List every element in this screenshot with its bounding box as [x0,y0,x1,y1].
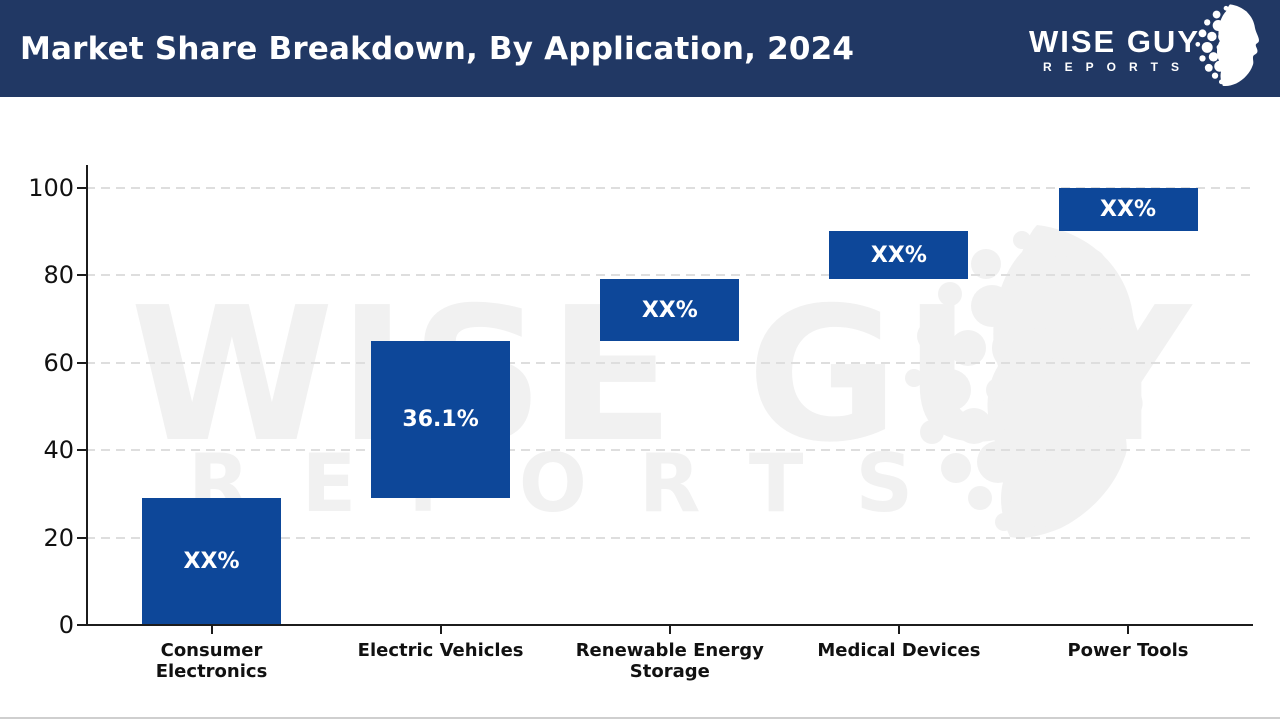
gridline [86,186,1253,189]
y-tick-label: 40 [43,436,74,464]
logo-wordmark-main: WISE GUY [1028,23,1200,59]
y-tick [77,186,86,189]
page-title: Market Share Breakdown, By Application, … [20,30,855,67]
bar-renewable-energy-storage: XX% [600,279,740,341]
gridline [86,274,1253,276]
y-tick-label: 60 [43,348,74,377]
watermark-wordmark-sub: REPORTS [188,437,966,530]
x-axis-label: Medical Devices [817,640,981,661]
x-axis-label: Power Tools [1067,640,1189,661]
y-tick-label: 100 [28,173,74,202]
x-tick [439,626,442,634]
bar-power-tools: XX% [1058,187,1198,232]
y-tick [77,274,86,276]
y-tick [77,624,86,626]
x-axis [86,624,1253,626]
x-axis-label: Renewable Energy Storage [575,640,764,682]
bar-electric-vehicles: 36.1% [371,340,511,499]
bar-value-label: XX% [641,297,698,323]
bar-value-label: XX% [1100,196,1156,222]
bottom-border [0,717,1280,719]
logo-face-icon [1195,3,1260,86]
logo-wordmark: WISE GUY REPORTS [1028,23,1200,75]
x-tick [1127,626,1129,634]
bar-value-label: XX% [183,549,240,575]
y-tick-label: 20 [43,523,74,552]
x-tick [210,626,213,634]
y-tick-label: 0 [58,611,74,639]
x-tick [897,626,900,634]
gridline [86,536,1253,539]
bar-medical-devices: XX% [829,231,969,280]
wiseguy-logo: WISE GUY REPORTS [1029,2,1266,96]
y-tick [77,361,86,364]
gridline [86,361,1253,364]
y-tick-label: 80 [43,261,74,289]
bar-value-label: 36.1% [402,406,479,432]
logo-wordmark-sub: REPORTS [1042,59,1192,74]
y-tick [77,536,86,539]
header-bar: Market Share Breakdown, By Application, … [0,0,1280,97]
x-axis-label: Electric Vehicles [357,640,524,661]
x-tick [668,626,671,634]
gridline [86,449,1253,451]
y-tick [77,449,86,451]
y-axis [86,165,88,626]
bar-value-label: XX% [870,242,927,268]
x-axis-label: Consumer Electronics [155,640,268,682]
bar-consumer-electronics: XX% [142,498,281,625]
